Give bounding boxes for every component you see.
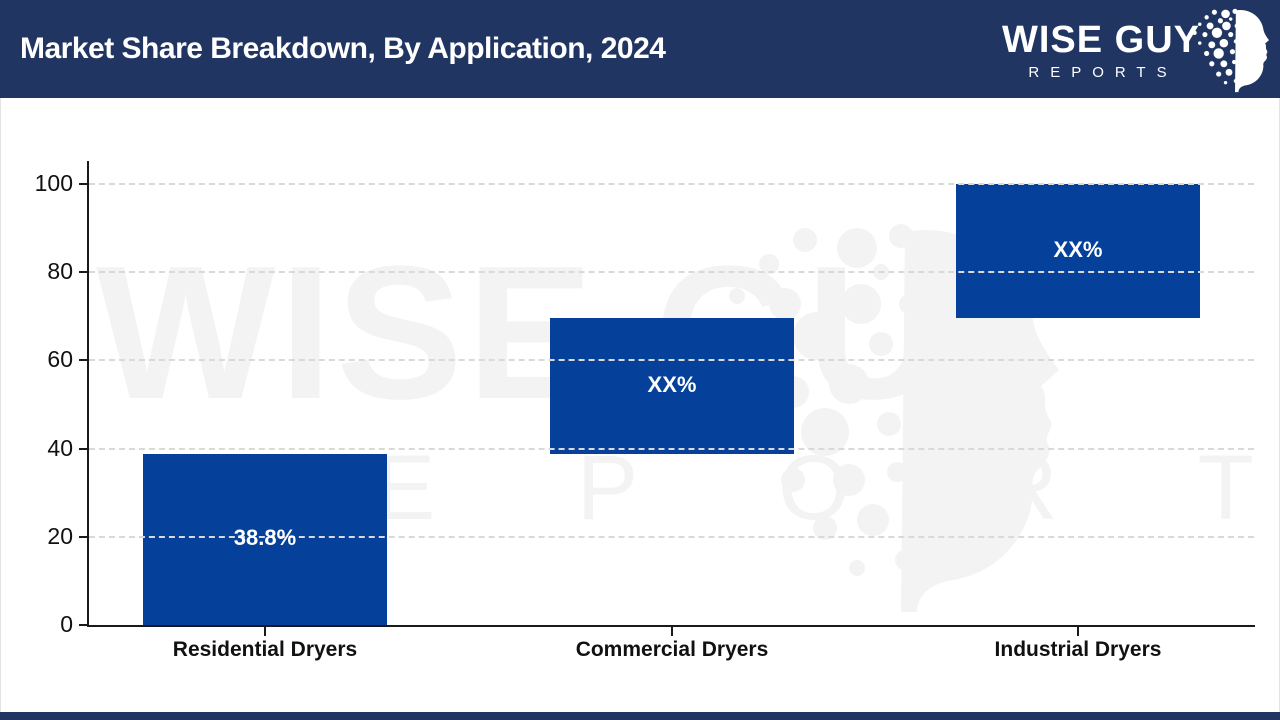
wise-guy-logo: WISE GUY REPORTS [1002,7,1280,93]
footer-strip [0,712,1280,720]
category-label: Commercial Dryers [575,638,769,661]
bar-value-label: 38.8% [233,525,297,551]
logo-subtitle: REPORTS [1028,63,1178,81]
y-tick-label: 0 [60,611,73,637]
gridline-100 [89,183,1254,185]
y-tick-40 [79,447,88,450]
x-axis-line [87,625,1255,627]
y-tick-label: 60 [47,346,73,373]
y-tick-0 [79,624,88,626]
bar-value-label: XX% [1053,237,1103,263]
gridline-40 [89,447,1254,450]
y-tick-100 [79,183,88,185]
y-tick-80 [79,271,88,274]
category-label: Residential Dryers [172,638,358,661]
y-tick-60 [79,359,88,362]
x-tick-1 [264,627,266,636]
page-title: Market Share Breakdown, By Application, … [20,32,666,65]
gridline-80 [89,271,1254,274]
y-tick-label: 80 [47,258,73,285]
y-tick-label: 20 [47,522,73,549]
x-tick-3 [1077,627,1079,636]
gridline-20 [89,535,1254,538]
category-label: Industrial Dryers [994,638,1162,661]
logo-wordmark: WISE GUY [1001,18,1200,61]
logo-text: WISE GUY REPORTS [1002,21,1200,80]
bar-value-label: XX% [647,371,697,397]
bar-1 [143,453,387,625]
y-tick-label: 100 [34,170,73,196]
gridline-60 [89,359,1254,362]
header-bar: Market Share Breakdown, By Application, … [0,0,1280,98]
y-axis-line [87,161,89,627]
y-tick-label: 40 [47,434,73,461]
chart-plot-area: WISE GU R E P O R T 0 20 40 60 80 100 38.8% Res… [0,98,1280,712]
y-tick-20 [79,535,88,538]
x-tick-2 [671,627,673,636]
